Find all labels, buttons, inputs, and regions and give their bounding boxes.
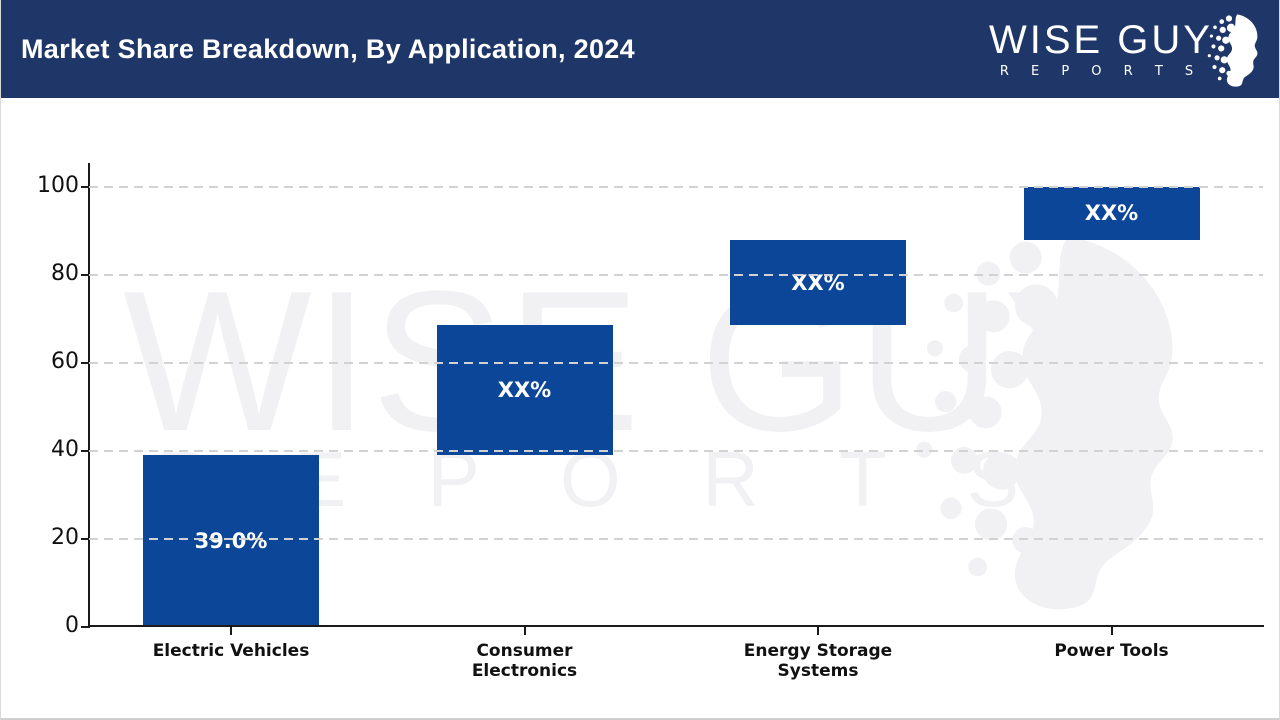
watermark-face-icon xyxy=(916,236,1173,610)
category-label: Power Tools xyxy=(1054,641,1169,661)
page-title: Market Share Breakdown, By Application, … xyxy=(21,33,635,64)
y-tick-mark xyxy=(81,625,89,628)
x-tick-mark xyxy=(1110,627,1113,635)
y-tick-label: 40 xyxy=(51,436,79,462)
y-tick-label: 100 xyxy=(37,173,79,198)
face-profile-icon xyxy=(1207,14,1258,87)
x-axis-line xyxy=(88,625,1264,627)
y-tick-label: 0 xyxy=(65,612,79,638)
gridline-40 xyxy=(89,449,1263,452)
logo-subtitle: R E P O R T S xyxy=(999,63,1203,79)
y-tick-mark xyxy=(81,273,89,276)
bar-value-label: XX% xyxy=(497,378,552,403)
bar-2: XX% xyxy=(436,325,613,456)
category-label: Consumer Electronics xyxy=(471,641,578,682)
y-tick-mark xyxy=(81,186,89,188)
bar-value-label: XX% xyxy=(1084,201,1139,226)
bar-value-label: 39.0% xyxy=(194,528,268,553)
logo-wordmark: WISE GUY xyxy=(988,17,1213,62)
bar-1: 39.0% xyxy=(143,455,319,627)
y-tick-label: 20 xyxy=(51,524,79,550)
y-tick-mark xyxy=(81,361,89,364)
gridline-100 xyxy=(89,186,1263,188)
category-label: Energy Storage Systems xyxy=(743,641,893,682)
x-tick-mark xyxy=(817,627,819,635)
x-tick-mark xyxy=(230,627,232,635)
header: Market Share Breakdown, By Application, … xyxy=(1,0,1279,98)
y-tick-mark xyxy=(81,537,89,540)
logo-text: WISE GUY R E P O R T S xyxy=(989,20,1213,79)
y-tick-label: 60 xyxy=(51,348,79,374)
y-tick-mark xyxy=(81,449,89,452)
wise-guy-reports-logo: WISE GUY R E P O R T S xyxy=(989,8,1261,90)
gridline-60 xyxy=(89,361,1263,364)
bar-3: XX% xyxy=(730,239,906,326)
gridline-80 xyxy=(89,273,1263,276)
gridline-20 xyxy=(89,537,1263,540)
x-tick-mark xyxy=(523,627,526,635)
category-label: Electric Vehicles xyxy=(152,641,310,661)
y-axis-line xyxy=(88,163,90,628)
y-tick-label: 80 xyxy=(51,260,79,286)
bar-4: XX% xyxy=(1023,187,1200,240)
